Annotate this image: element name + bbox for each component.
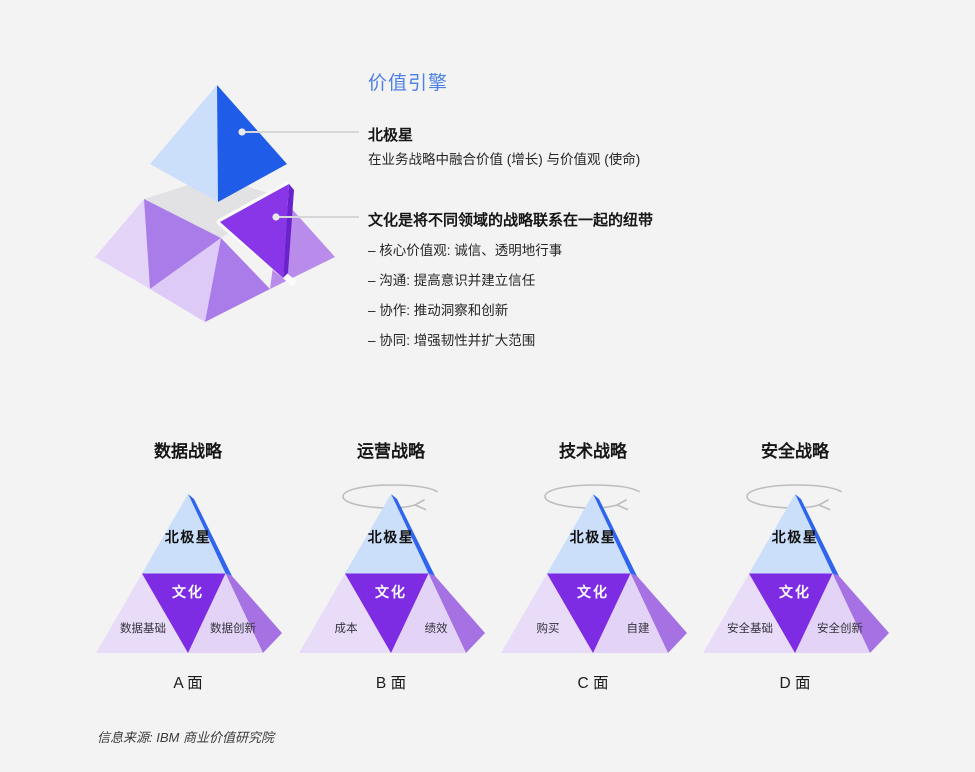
culture-pulled-face (220, 184, 289, 278)
bottom-right-face (795, 573, 870, 653)
face-label-d: D 面 (779, 675, 811, 692)
base-face-front-left (150, 238, 221, 322)
culture-callout-dot (272, 213, 280, 221)
north-star-left-face (150, 85, 218, 202)
source-note: 信息来源: IBM 商业价值研究院 (97, 730, 274, 745)
page-title: 价值引擎 (368, 73, 449, 94)
face-label-a: A 面 (173, 675, 203, 692)
strategy-pyramid-data: 北极星 文化 数据基础 数据创新 (96, 494, 282, 653)
strategy-title-data: 数据战略 (154, 442, 222, 461)
pyramid-edge-blue (188, 494, 232, 576)
bottom-left-face (299, 573, 391, 653)
culture-heading: 文化是将不同领域的战略联系在一起的纽带 (368, 212, 654, 229)
pyramid-edge-purple (832, 573, 889, 653)
face-label-b: B 面 (375, 675, 407, 692)
culture-bullet: – 协同: 增强韧性并扩大范围 (368, 333, 536, 348)
strategy-pyramid-operations: 北极星 文化 成本 绩效 (299, 484, 485, 653)
culture-label: 文化 (779, 584, 811, 600)
bottom-left-face (96, 573, 188, 653)
pyramid-edge-purple (630, 573, 687, 653)
culture-bullet: – 沟通: 提高意识并建立信任 (368, 273, 536, 288)
bottom-right-face (391, 573, 466, 653)
pyramid-edge-blue (593, 494, 637, 576)
bottom-right-face (593, 573, 668, 653)
north-star-heading: 北极星 (368, 127, 414, 144)
north-star-face (547, 494, 631, 574)
north-star-right-face (217, 85, 287, 202)
bottom-right-label: 绩效 (425, 621, 448, 635)
face-label-c: C 面 (577, 675, 609, 692)
bottom-right-label: 自建 (627, 621, 650, 635)
bottom-left-face (501, 573, 593, 653)
culture-face (142, 573, 226, 653)
apex-label: 北极星 (368, 529, 415, 545)
bottom-right-face (188, 573, 263, 653)
exploded-pyramid-illustration (95, 85, 359, 322)
bottom-right-label: 安全创新 (817, 621, 863, 635)
north-star-callout-dot (238, 128, 246, 136)
bottom-left-label: 成本 (335, 621, 358, 635)
culture-face-edge (283, 184, 294, 278)
pyramid-edge-purple (428, 573, 485, 653)
culture-face (749, 573, 833, 653)
north-star-face (142, 494, 226, 574)
culture-label: 文化 (577, 584, 609, 600)
culture-face (345, 573, 429, 653)
strategy-title-operations: 运营战略 (357, 442, 425, 461)
strategy-title-security: 安全战略 (761, 442, 829, 461)
base-face-front-right (205, 238, 270, 322)
north-star-face (345, 494, 429, 574)
bottom-right-label: 数据创新 (210, 621, 256, 635)
platform-top-face (144, 176, 282, 238)
culture-bullet: – 协作: 推动洞察和创新 (368, 303, 509, 318)
bottom-left-face (703, 573, 795, 653)
pyramid-edge-blue (391, 494, 435, 576)
pyramid-edge-purple (225, 573, 282, 653)
pyramid-edge-blue (795, 494, 839, 576)
bottom-left-label: 安全基础 (727, 621, 773, 635)
bottom-left-label: 数据基础 (120, 621, 166, 635)
culture-label: 文化 (375, 584, 407, 600)
apex-label: 北极星 (570, 529, 617, 545)
culture-bullet: – 核心价值观: 诚信、透明地行事 (368, 243, 563, 258)
north-star-face (749, 494, 833, 574)
culture-label: 文化 (172, 584, 204, 600)
bottom-left-label: 购买 (537, 621, 560, 635)
apex-label: 北极星 (772, 529, 819, 545)
culture-bullet-list: – 核心价值观: 诚信、透明地行事 – 沟通: 提高意识并建立信任 – 协作: … (368, 236, 562, 356)
strategy-pyramid-security: 北极星 文化 安全基础 安全创新 (703, 484, 889, 653)
base-face-mid-left (144, 199, 221, 289)
strategy-pyramid-technology: 北极星 文化 购买 自建 (501, 484, 687, 653)
north-star-description: 在业务战略中融合价值 (增长) 与价值观 (使命) (368, 152, 641, 167)
strategy-title-technology: 技术战略 (559, 442, 627, 461)
base-face-outer-left (95, 199, 150, 289)
apex-label: 北极星 (165, 529, 212, 545)
culture-face (547, 573, 631, 653)
